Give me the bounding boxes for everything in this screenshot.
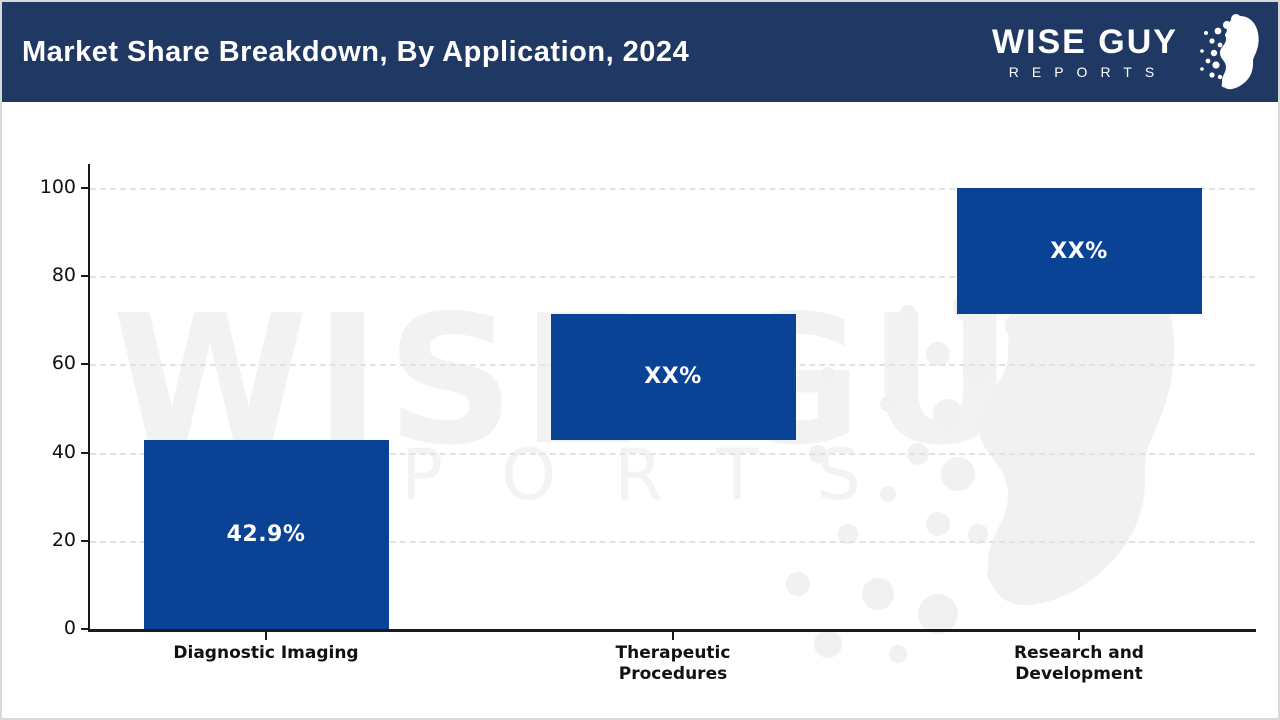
gridline	[90, 540, 1255, 543]
y-tick-mark	[81, 363, 90, 366]
bar-value-label: XX%	[644, 364, 702, 390]
bar-value-label: 42.9%	[226, 521, 306, 547]
x-tick-mark	[265, 632, 267, 640]
bar-segment: 42.9%	[143, 439, 389, 629]
y-axis-spine	[88, 164, 90, 631]
x-category-label: Therapeutic Procedures	[615, 643, 731, 685]
brand-subtitle: REPORTS	[1008, 64, 1168, 80]
x-axis-spine	[88, 629, 1256, 632]
page-title: Market Share Breakdown, By Application, …	[22, 35, 690, 68]
chart: WISE GUY REPORTS	[2, 102, 1280, 720]
y-tick-mark	[81, 275, 90, 278]
bar-segment: XX%	[956, 188, 1202, 315]
brand-name: WISE GUY	[991, 23, 1178, 61]
bar-value-label: XX%	[1050, 238, 1108, 264]
y-tick-mark	[81, 628, 90, 630]
y-tick-mark	[81, 187, 90, 189]
y-tick-label: 40	[51, 440, 76, 463]
brand-logo: WISE GUY REPORTS	[992, 11, 1264, 93]
y-tick-label: 80	[51, 264, 76, 287]
x-tick-mark	[1078, 632, 1080, 640]
face-logo-icon	[1200, 14, 1259, 90]
gridline	[90, 276, 1255, 279]
x-category-label: Research and Development	[1014, 643, 1144, 685]
x-tick-mark	[672, 632, 674, 640]
gridline	[90, 452, 1255, 455]
y-tick-label: 60	[51, 352, 76, 375]
y-tick-label: 20	[51, 528, 76, 551]
gridline	[90, 188, 1255, 190]
y-tick-mark	[81, 539, 90, 542]
y-tick-label: 100	[39, 176, 76, 198]
brand-logo-text: WISE GUY REPORTS	[992, 25, 1178, 79]
x-category-label: Diagnostic Imaging	[173, 643, 359, 663]
y-tick-mark	[81, 451, 90, 454]
bar-segment: XX%	[550, 314, 796, 440]
y-tick-label: 0	[63, 617, 76, 639]
header: Market Share Breakdown, By Application, …	[2, 2, 1278, 102]
